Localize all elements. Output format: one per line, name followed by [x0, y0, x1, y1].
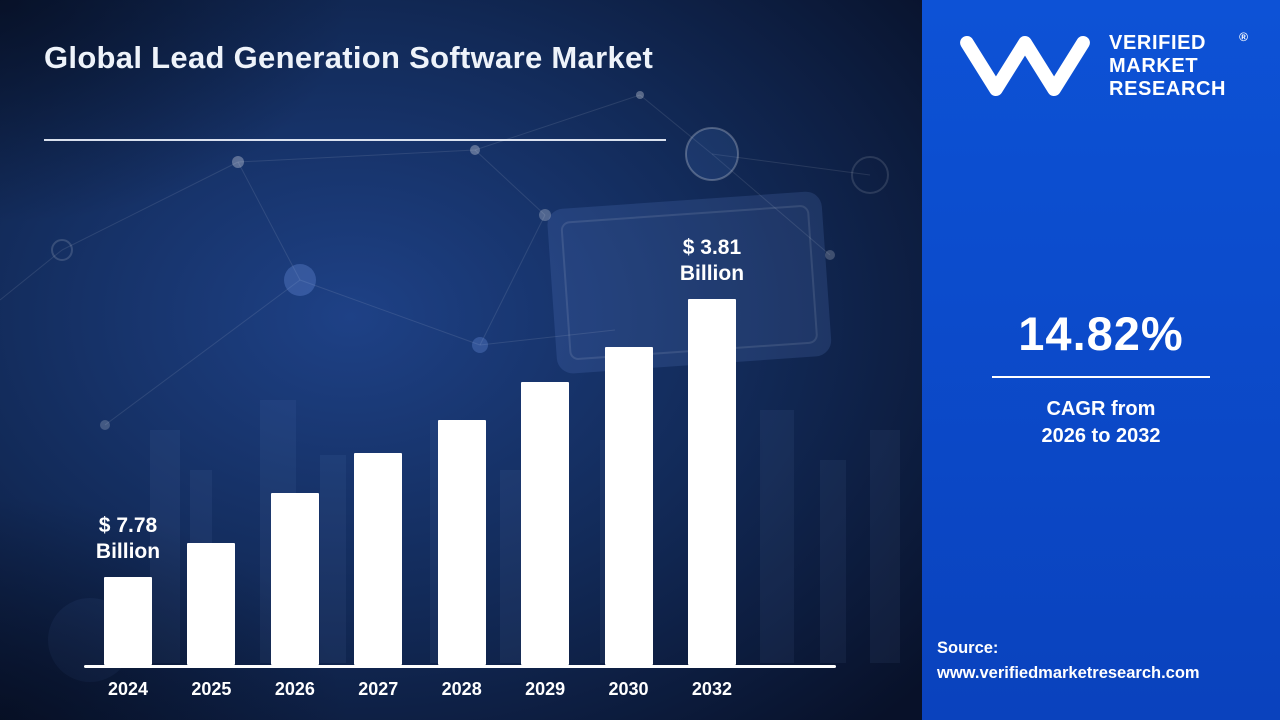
- bar-value-label-2024: $ 7.78 Billion: [95, 514, 161, 563]
- cagr-stat: 14.82% CAGR from 2026 to 2032: [922, 306, 1280, 450]
- bar-2025: [187, 543, 236, 665]
- bar-column-2024: $ 7.78 Billion: [96, 285, 160, 665]
- title-underline: [44, 139, 666, 141]
- bar-2026: [270, 493, 319, 665]
- bar-2029: [521, 382, 570, 665]
- bar-column-2032: $ 3.81 Billion: [680, 236, 744, 665]
- x-axis-label-2028: 2028: [441, 679, 482, 699]
- cagr-label-line1: CAGR from: [1046, 398, 1156, 420]
- bar-value-label-2032: $ 3.81 Billion: [679, 236, 745, 285]
- x-axis-label-2024: 2024: [107, 679, 149, 699]
- cagr-label-line2: 2026 to 2032: [1041, 425, 1161, 447]
- bar-2028: [437, 420, 486, 665]
- brand-logo: VERIFIED MARKET RESEARCH ®: [922, 30, 1280, 101]
- cagr-value: 14.82%: [1018, 307, 1184, 360]
- bar-2032: [687, 299, 736, 665]
- source-label: Source:: [937, 639, 999, 657]
- chart-section: Global Lead Generation Software Market $…: [0, 0, 922, 720]
- page-title: Global Lead Generation Software Market: [44, 40, 654, 75]
- brand-name-line: RESEARCH: [1109, 78, 1227, 100]
- source: Source: www.verifiedmarketresearch.com: [922, 636, 1280, 686]
- x-axis-label-2032: 2032: [691, 679, 732, 699]
- x-axis-label-2027: 2027: [358, 679, 399, 699]
- bar-column-2030: [604, 285, 653, 665]
- cagr-underline: [992, 376, 1210, 378]
- bar-column-2029: [521, 285, 570, 665]
- bar-2027: [354, 453, 403, 665]
- brand-name: VERIFIED MARKET RESEARCH: [1109, 32, 1226, 101]
- x-axis-label-2029: 2029: [525, 679, 566, 699]
- source-url: www.verifiedmarketresearch.com: [937, 664, 1200, 682]
- bar-2024: [104, 577, 152, 665]
- x-axis-labels: 2024 2025 2026 2027 2028 2029 2030 2032: [84, 679, 836, 700]
- bar-column-2027: [354, 285, 403, 665]
- bars-area: $ 7.78 Billion $ 3.81 Billion: [84, 236, 836, 665]
- bar-column-2025: [187, 285, 236, 665]
- x-axis-label-2026: 2026: [274, 679, 315, 699]
- brand-name-line: MARKET: [1109, 55, 1199, 77]
- x-axis-label-2030: 2030: [608, 679, 649, 699]
- bar-chart: $ 7.78 Billion $ 3.81 Billion 2024 2025 2026 2…: [84, 236, 836, 700]
- x-axis-line: [84, 665, 836, 668]
- registered-trademark: ®: [1239, 30, 1248, 44]
- bar-column-2026: [270, 285, 319, 665]
- vm-monogram-icon: [960, 35, 1090, 97]
- brand-name-line: VERIFIED: [1109, 32, 1207, 54]
- x-axis-label-2025: 2025: [191, 679, 232, 699]
- bar-2030: [604, 347, 653, 665]
- right-panel: VERIFIED MARKET RESEARCH ® 14.82% CAGR f…: [922, 0, 1280, 720]
- bar-column-2028: [437, 285, 486, 665]
